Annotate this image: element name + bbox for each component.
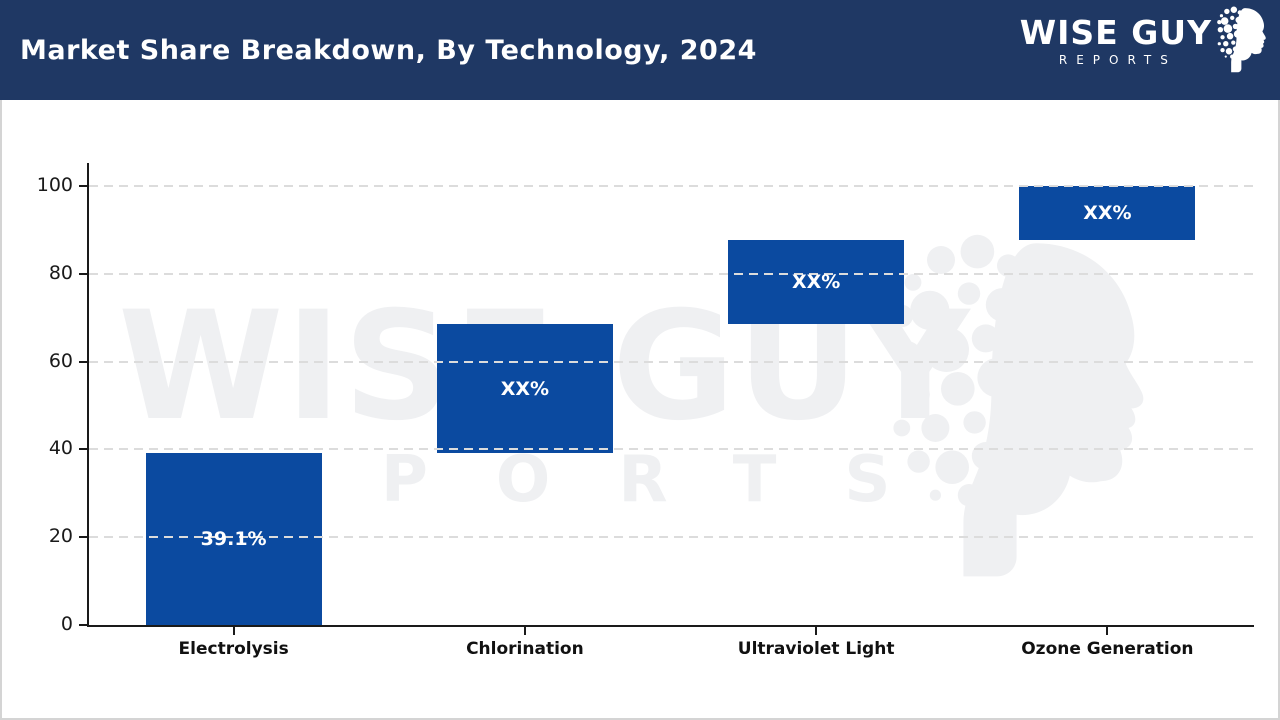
bar-chlorination [436, 324, 613, 454]
x-tick-chlorination [523, 627, 526, 635]
x-tick-label-ozone-generation: Ozone Generation [1021, 639, 1194, 659]
bar-value-label-electrolysis: 39.1% [200, 528, 267, 551]
gridline-80 [89, 272, 1253, 275]
y-tick-label-60: 60 [48, 349, 73, 372]
x-axis-spine [87, 625, 1254, 627]
y-tick-label-80: 80 [48, 261, 73, 284]
y-axis-spine [87, 163, 89, 627]
gridline-40 [89, 448, 1253, 451]
page-title: Market Share Breakdown, By Technology, 2… [20, 34, 757, 66]
logo-tagline: REPORTS [1058, 52, 1177, 67]
y-tick-60 [79, 360, 87, 363]
bar-value-label-chlorination: XX% [500, 377, 550, 400]
logo-name: WISE GUY [1019, 13, 1212, 53]
y-tick-label-40: 40 [48, 437, 73, 460]
bar-ozone-generation [1019, 186, 1196, 240]
x-tick-label-chlorination: Chlorination [466, 639, 584, 659]
bar-value-label-ozone-generation: XX% [1083, 201, 1132, 224]
x-tick-electrolysis [232, 627, 235, 635]
x-tick-ultraviolet-light [815, 627, 818, 635]
y-tick-label-100: 100 [36, 174, 73, 196]
wise-guy-logo: WISE GUY REPORTS [1020, 6, 1270, 76]
y-tick-label-20: 20 [48, 525, 73, 548]
gridline-20 [89, 536, 1253, 539]
x-tick-ozone-generation [1106, 627, 1109, 635]
header-bar: Market Share Breakdown, By Technology, 2… [0, 0, 1280, 100]
gridline-60 [89, 360, 1253, 363]
bar-electrolysis [145, 453, 322, 625]
watermark-head-icon [890, 234, 1144, 577]
bar-ultraviolet-light [728, 239, 905, 325]
x-tick-label-electrolysis: Electrolysis [178, 639, 289, 659]
gridline-100 [89, 185, 1253, 187]
y-tick-20 [79, 536, 87, 539]
x-tick-label-ultraviolet-light: Ultraviolet Light [737, 639, 895, 659]
bar-value-label-ultraviolet-light: XX% [791, 271, 841, 294]
y-tick-100 [79, 185, 87, 187]
y-tick-label-0: 0 [60, 613, 73, 635]
y-tick-40 [79, 448, 87, 451]
y-tick-0 [79, 624, 87, 626]
logo-text: WISE GUY REPORTS [1019, 13, 1212, 67]
y-tick-80 [79, 272, 87, 275]
